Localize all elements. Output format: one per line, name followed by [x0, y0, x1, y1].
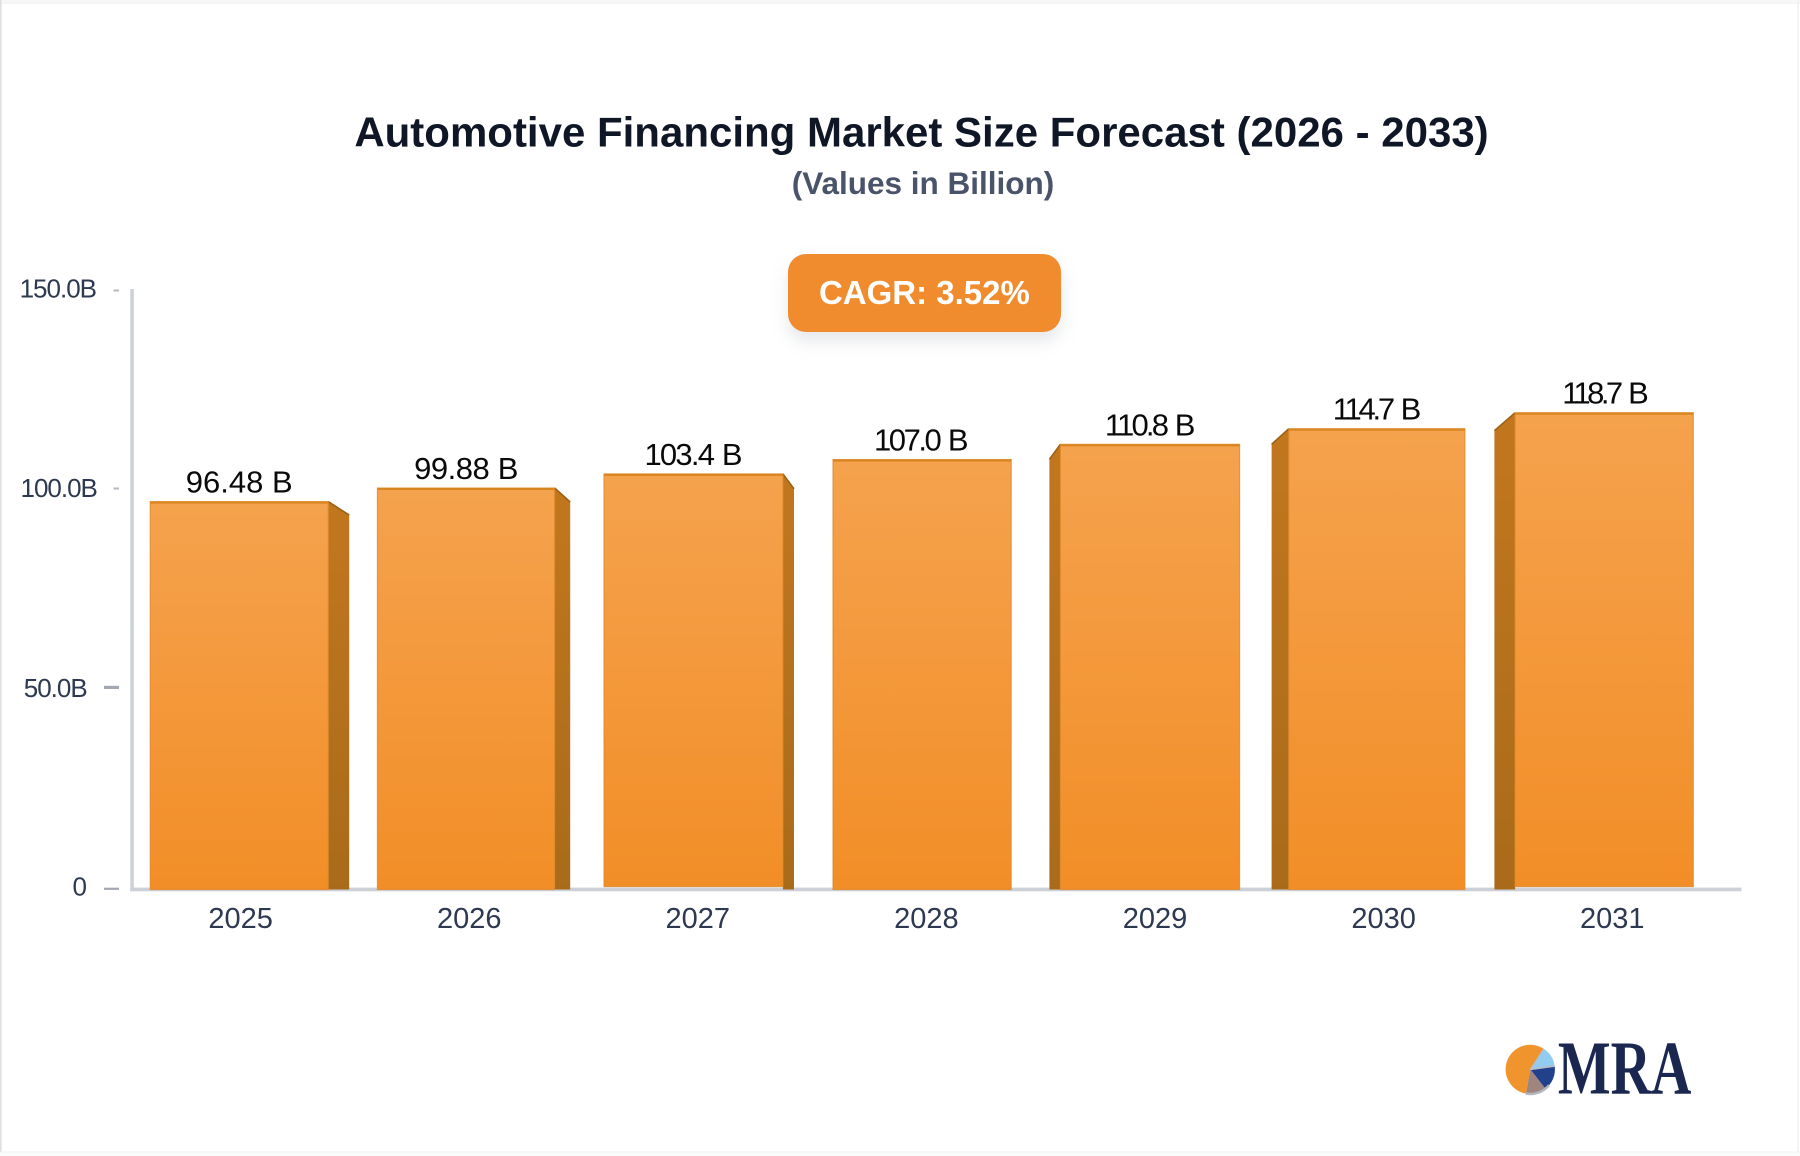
svg-text:MRA: MRA	[1558, 1027, 1692, 1111]
svg-text:CAGR: 3.52%: CAGR: 3.52%	[819, 274, 1030, 311]
svg-text:103.4 B: 103.4 B	[644, 437, 742, 472]
svg-text:2026: 2026	[437, 903, 502, 935]
svg-text:2030: 2030	[1351, 903, 1416, 935]
svg-text:99.88 B: 99.88 B	[414, 451, 518, 486]
svg-text:2029: 2029	[1123, 903, 1188, 935]
svg-text:150.0B: 150.0B	[20, 274, 96, 304]
svg-text:2027: 2027	[666, 903, 731, 935]
svg-text:110.8 B: 110.8 B	[1105, 407, 1196, 442]
svg-text:114.7 B: 114.7 B	[1333, 392, 1422, 427]
svg-text:50.0B: 50.0B	[24, 673, 87, 703]
svg-text:(Values in Billion): (Values in Billion)	[792, 165, 1055, 201]
svg-text:2028: 2028	[894, 903, 959, 935]
svg-text:96.48 B: 96.48 B	[186, 465, 293, 500]
svg-text:2031: 2031	[1580, 903, 1645, 935]
svg-text:2025: 2025	[208, 903, 273, 935]
svg-text:107.0 B: 107.0 B	[874, 423, 969, 458]
svg-text:100.0B: 100.0B	[20, 473, 96, 503]
svg-text:118.7 B: 118.7 B	[1562, 376, 1649, 411]
svg-text:0: 0	[73, 872, 87, 902]
svg-text:Automotive Financing Market Si: Automotive Financing Market Size Forecas…	[354, 109, 1488, 156]
